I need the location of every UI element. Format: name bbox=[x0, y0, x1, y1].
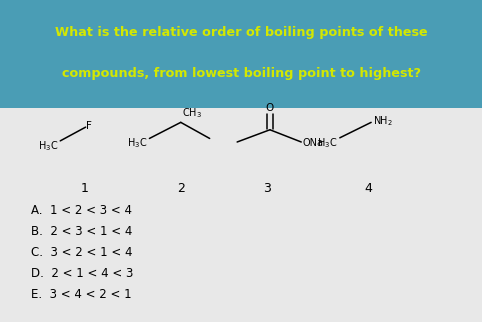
Bar bbox=[0, 0, 482, 108]
Text: NH$_2$: NH$_2$ bbox=[373, 114, 392, 128]
Text: C.  3 < 2 < 1 < 4: C. 3 < 2 < 1 < 4 bbox=[31, 246, 133, 259]
Text: B.  2 < 3 < 1 < 4: B. 2 < 3 < 1 < 4 bbox=[31, 225, 133, 238]
Text: H$_3$C: H$_3$C bbox=[38, 139, 58, 153]
Text: CH$_3$: CH$_3$ bbox=[182, 106, 202, 120]
Text: What is the relative order of boiling points of these: What is the relative order of boiling po… bbox=[54, 26, 428, 39]
Text: 4: 4 bbox=[365, 182, 373, 195]
Text: H$_3$C: H$_3$C bbox=[317, 136, 337, 149]
Text: ONa: ONa bbox=[303, 138, 324, 148]
Text: F: F bbox=[86, 121, 93, 131]
Text: 3: 3 bbox=[264, 182, 271, 195]
Text: 2: 2 bbox=[177, 182, 185, 195]
Text: E.  3 < 4 < 2 < 1: E. 3 < 4 < 2 < 1 bbox=[31, 288, 132, 301]
Text: 1: 1 bbox=[80, 182, 88, 195]
Text: compounds, from lowest boiling point to highest?: compounds, from lowest boiling point to … bbox=[62, 67, 420, 80]
Text: H$_3$C: H$_3$C bbox=[127, 137, 147, 150]
Text: O: O bbox=[266, 103, 274, 113]
Text: A.  1 < 2 < 3 < 4: A. 1 < 2 < 3 < 4 bbox=[31, 204, 133, 217]
Text: D.  2 < 1 < 4 < 3: D. 2 < 1 < 4 < 3 bbox=[31, 267, 134, 280]
